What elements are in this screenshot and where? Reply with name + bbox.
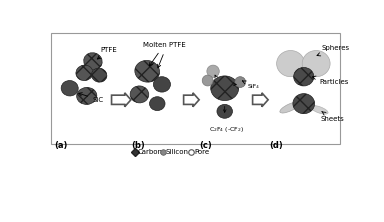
Text: Silicon: Silicon: [166, 149, 189, 155]
Text: Molten PTFE: Molten PTFE: [142, 42, 185, 66]
Ellipse shape: [202, 75, 213, 86]
Text: $\mathregular{C_2F_4}$ (-CF$\mathregular{_2}$): $\mathregular{C_2F_4}$ (-CF$\mathregular…: [209, 125, 245, 134]
Ellipse shape: [149, 97, 165, 111]
Ellipse shape: [310, 105, 328, 114]
Text: (d): (d): [270, 141, 283, 150]
Ellipse shape: [130, 86, 149, 103]
Ellipse shape: [91, 68, 107, 82]
Text: PTFE: PTFE: [98, 47, 118, 59]
Text: Spheres: Spheres: [317, 45, 350, 56]
Ellipse shape: [76, 65, 93, 81]
Ellipse shape: [217, 104, 232, 118]
Ellipse shape: [207, 65, 219, 77]
Ellipse shape: [84, 53, 102, 70]
Ellipse shape: [77, 87, 97, 104]
FancyArrow shape: [253, 93, 268, 107]
Ellipse shape: [294, 67, 314, 86]
Text: SiF₄: SiF₄: [242, 81, 260, 89]
Text: SiC: SiC: [79, 93, 104, 103]
Text: Sheets: Sheets: [321, 112, 344, 122]
Text: Carbon: Carbon: [138, 149, 163, 155]
FancyArrow shape: [111, 93, 131, 107]
Text: (a): (a): [54, 141, 68, 150]
Text: Particles: Particles: [313, 76, 349, 85]
Ellipse shape: [276, 51, 305, 77]
Ellipse shape: [211, 76, 238, 101]
Text: Pore: Pore: [194, 149, 210, 155]
Ellipse shape: [135, 60, 160, 82]
Ellipse shape: [61, 81, 78, 96]
Text: (c): (c): [199, 141, 212, 150]
FancyArrow shape: [184, 93, 199, 107]
Ellipse shape: [235, 77, 246, 87]
Text: (b): (b): [132, 141, 146, 150]
Ellipse shape: [302, 51, 330, 77]
Ellipse shape: [293, 94, 314, 114]
Ellipse shape: [153, 77, 170, 92]
Ellipse shape: [280, 102, 300, 113]
Bar: [51, 33, 340, 145]
